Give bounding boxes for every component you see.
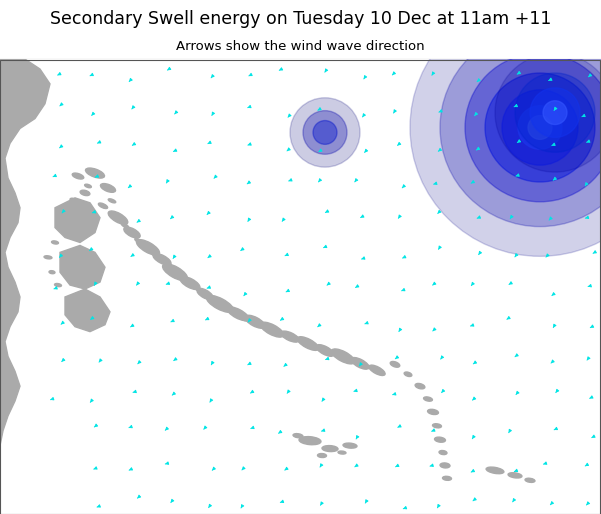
Ellipse shape: [330, 352, 336, 356]
Ellipse shape: [135, 238, 141, 243]
Ellipse shape: [508, 473, 522, 478]
Circle shape: [528, 116, 552, 139]
Ellipse shape: [369, 365, 385, 376]
Ellipse shape: [525, 478, 535, 482]
Ellipse shape: [61, 214, 69, 217]
Text: Secondary Swell energy on Tuesday 10 Dec at 11am +11: Secondary Swell energy on Tuesday 10 Dec…: [50, 10, 551, 28]
Ellipse shape: [343, 443, 357, 448]
Ellipse shape: [108, 211, 128, 224]
Ellipse shape: [404, 372, 412, 377]
Ellipse shape: [85, 168, 105, 178]
Ellipse shape: [67, 228, 73, 231]
Ellipse shape: [260, 322, 284, 337]
Ellipse shape: [108, 199, 116, 203]
Ellipse shape: [317, 453, 326, 457]
Ellipse shape: [257, 324, 263, 328]
Ellipse shape: [207, 296, 234, 313]
Circle shape: [313, 121, 337, 144]
Ellipse shape: [70, 198, 76, 201]
Ellipse shape: [49, 271, 55, 274]
Circle shape: [530, 88, 580, 137]
Ellipse shape: [55, 284, 61, 287]
Ellipse shape: [427, 409, 439, 414]
Ellipse shape: [440, 463, 450, 468]
Ellipse shape: [99, 203, 108, 209]
Ellipse shape: [80, 190, 90, 196]
Ellipse shape: [439, 450, 447, 454]
Circle shape: [410, 0, 601, 256]
Ellipse shape: [435, 437, 445, 442]
Circle shape: [515, 73, 595, 152]
Ellipse shape: [44, 256, 52, 259]
Ellipse shape: [100, 183, 115, 192]
Ellipse shape: [197, 288, 213, 300]
Ellipse shape: [338, 451, 346, 454]
Circle shape: [502, 90, 578, 165]
Ellipse shape: [151, 252, 159, 256]
Ellipse shape: [180, 277, 200, 289]
Ellipse shape: [274, 331, 282, 335]
Ellipse shape: [136, 240, 159, 255]
Ellipse shape: [433, 424, 442, 428]
Polygon shape: [60, 245, 105, 289]
Text: Arrows show the wind wave direction: Arrows show the wind wave direction: [176, 40, 425, 52]
Ellipse shape: [322, 446, 338, 452]
Ellipse shape: [331, 349, 355, 364]
Ellipse shape: [245, 315, 265, 328]
Ellipse shape: [316, 345, 334, 356]
Polygon shape: [55, 198, 100, 243]
Ellipse shape: [281, 331, 299, 342]
Ellipse shape: [85, 184, 91, 188]
Ellipse shape: [52, 241, 58, 244]
Ellipse shape: [293, 434, 303, 438]
Ellipse shape: [121, 223, 129, 228]
Ellipse shape: [165, 263, 171, 267]
Ellipse shape: [299, 436, 321, 445]
Ellipse shape: [72, 173, 84, 179]
Circle shape: [543, 101, 567, 124]
Ellipse shape: [351, 358, 369, 369]
Ellipse shape: [240, 317, 248, 321]
Circle shape: [303, 111, 347, 154]
Ellipse shape: [180, 275, 186, 280]
Ellipse shape: [486, 467, 504, 474]
Ellipse shape: [227, 307, 249, 321]
Ellipse shape: [346, 357, 353, 362]
Ellipse shape: [124, 227, 140, 238]
Ellipse shape: [311, 344, 319, 349]
Ellipse shape: [209, 298, 216, 302]
Circle shape: [290, 98, 360, 167]
Circle shape: [495, 53, 601, 172]
Circle shape: [465, 53, 601, 202]
Ellipse shape: [225, 307, 231, 311]
Polygon shape: [65, 289, 110, 332]
Ellipse shape: [162, 264, 188, 281]
Ellipse shape: [297, 337, 319, 351]
Circle shape: [485, 73, 595, 182]
Ellipse shape: [153, 253, 171, 265]
Ellipse shape: [364, 364, 370, 369]
Polygon shape: [0, 59, 50, 514]
Ellipse shape: [415, 383, 425, 389]
Ellipse shape: [195, 287, 201, 291]
Ellipse shape: [390, 361, 400, 367]
Ellipse shape: [442, 476, 451, 481]
Ellipse shape: [294, 338, 301, 342]
Circle shape: [440, 28, 601, 227]
Ellipse shape: [424, 397, 433, 401]
Circle shape: [518, 106, 562, 149]
